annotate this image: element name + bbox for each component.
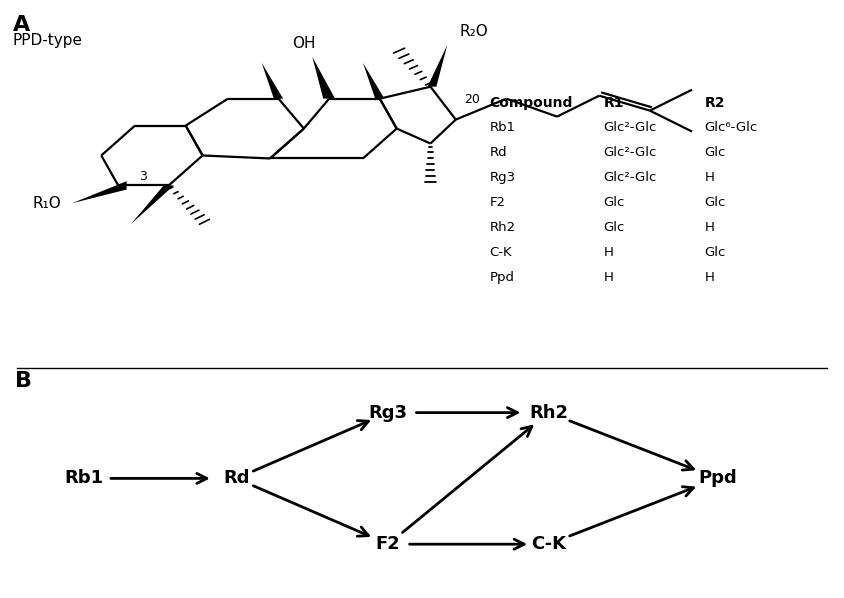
Text: R2: R2 [705, 96, 725, 109]
Text: Compound: Compound [490, 96, 573, 109]
Text: Glc⁶-Glc: Glc⁶-Glc [705, 121, 758, 134]
Text: R1: R1 [603, 96, 624, 109]
Text: A: A [13, 15, 30, 35]
Text: Glc: Glc [603, 196, 625, 209]
Text: 20: 20 [464, 93, 480, 106]
Text: F2: F2 [490, 196, 506, 209]
Text: Rb1: Rb1 [65, 469, 104, 487]
Text: C-K: C-K [490, 246, 512, 260]
Polygon shape [312, 57, 335, 99]
Text: F2: F2 [376, 535, 401, 553]
Text: Rg3: Rg3 [369, 404, 408, 422]
Text: Rh2: Rh2 [490, 221, 516, 234]
Text: Rb1: Rb1 [490, 121, 516, 134]
Text: H: H [705, 221, 715, 234]
Text: Glc²-Glc: Glc²-Glc [603, 146, 657, 159]
Text: Ppd: Ppd [490, 271, 515, 285]
Polygon shape [131, 185, 174, 224]
Polygon shape [363, 63, 385, 99]
Text: Rg3: Rg3 [490, 171, 516, 184]
Text: Rh2: Rh2 [529, 404, 568, 422]
Text: Glc: Glc [705, 246, 726, 260]
Polygon shape [72, 181, 127, 203]
Text: Rd: Rd [223, 469, 250, 487]
Text: OH: OH [292, 36, 316, 51]
Text: Glc: Glc [705, 196, 726, 209]
Text: Glc: Glc [603, 221, 625, 234]
Polygon shape [262, 63, 284, 99]
Text: H: H [705, 271, 715, 285]
Text: C-K: C-K [531, 535, 566, 553]
Text: Ppd: Ppd [698, 469, 737, 487]
Text: Glc²-Glc: Glc²-Glc [603, 121, 657, 134]
Text: B: B [15, 371, 32, 390]
Text: PPD-type: PPD-type [13, 33, 83, 48]
Polygon shape [428, 45, 447, 87]
Text: 3: 3 [139, 170, 148, 183]
Text: H: H [705, 171, 715, 184]
Text: R₂O: R₂O [460, 24, 489, 39]
Text: H: H [603, 271, 614, 285]
Text: Glc²-Glc: Glc²-Glc [603, 171, 657, 184]
Text: H: H [603, 246, 614, 260]
Text: R₁O: R₁O [32, 196, 61, 211]
Text: Rd: Rd [490, 146, 507, 159]
Text: Glc: Glc [705, 146, 726, 159]
